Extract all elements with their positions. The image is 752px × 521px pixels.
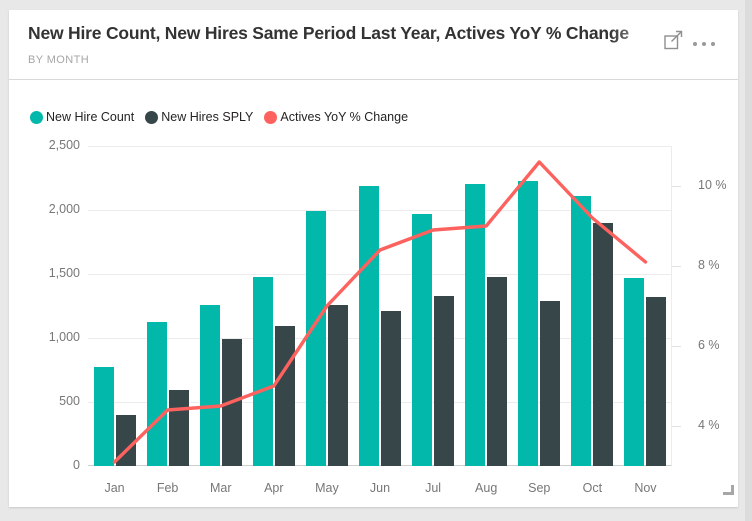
legend-label: New Hire Count <box>46 110 135 124</box>
gridline <box>88 401 672 403</box>
line-actives-yoy-change[interactable] <box>112 160 648 464</box>
legend-label: New Hires SPLY <box>161 110 254 124</box>
x-axis-label-jan: Jan <box>104 481 125 495</box>
y-axis-tick-label: 500 <box>59 394 80 408</box>
y-axis-right-tick-label: 8 % <box>698 258 720 272</box>
y-axis-right-tick <box>672 346 681 347</box>
x-axis-label-apr: Apr <box>264 481 284 495</box>
title-fade <box>609 18 738 50</box>
x-axis-label-may: May <box>315 481 339 495</box>
bar-new-hires-sply-jul[interactable] <box>434 296 455 466</box>
dot <box>711 42 715 46</box>
y-axis-right-tick-label: 4 % <box>698 418 720 432</box>
bar-new-hires-sply-may[interactable] <box>327 305 348 466</box>
gridline <box>88 273 672 275</box>
y-axis-tick-label: 0 <box>73 458 80 472</box>
legend-item-new-hires-sply[interactable]: New Hires SPLY <box>145 110 253 124</box>
legend-marker-icon <box>145 110 159 124</box>
bar-new-hires-sply-sep[interactable] <box>540 300 561 466</box>
plot-area <box>88 145 672 466</box>
bar-new-hire-count-sep[interactable] <box>518 181 539 466</box>
header-divider <box>9 79 738 80</box>
gridline <box>88 145 672 147</box>
x-axis-label-jun: Jun <box>369 481 391 495</box>
bar-new-hires-sply-jun[interactable] <box>381 311 401 466</box>
x-axis-label-nov: Nov <box>634 481 657 495</box>
bar-new-hires-sply-nov[interactable] <box>646 297 667 466</box>
bar-new-hire-count-feb[interactable] <box>146 322 167 466</box>
legend-label: Actives YoY % Change <box>280 110 409 124</box>
y-axis-tick-label: 2,000 <box>48 202 80 216</box>
bar-new-hires-sply-jan[interactable] <box>115 414 136 466</box>
x-axis-label-feb: Feb <box>156 481 179 495</box>
visual-card[interactable]: New Hire Count, New Hires Same Period La… <box>9 10 738 507</box>
bar-new-hire-count-jan[interactable] <box>93 366 114 466</box>
y-axis-tick-label: 1,000 <box>48 330 80 344</box>
visual-subtitle: BY MONTH <box>28 54 90 66</box>
dot <box>702 42 706 46</box>
page-edge-strip <box>745 0 752 521</box>
more-options-icon[interactable] <box>693 36 725 52</box>
bar-new-hire-count-jul[interactable] <box>412 213 433 466</box>
x-axis-label-oct: Oct <box>582 481 603 495</box>
gridline <box>88 209 672 211</box>
legend-marker-icon <box>264 110 278 124</box>
legend-marker-icon <box>30 110 43 124</box>
y-axis-tick-label: 1,500 <box>48 266 80 280</box>
x-axis-label-sep: Sep <box>528 481 551 495</box>
x-axis-label-jul: Jul <box>425 481 442 495</box>
y-axis-right-tick <box>672 266 681 267</box>
bar-new-hire-count-aug[interactable] <box>465 184 486 466</box>
bar-new-hire-count-oct[interactable] <box>571 195 592 466</box>
bar-new-hire-count-mar[interactable] <box>199 304 220 466</box>
focus-mode-icon[interactable] <box>662 28 686 52</box>
dot <box>693 42 697 46</box>
y-axis-right-tick <box>672 186 681 187</box>
legend-item-new-hire-count[interactable]: New Hire Count <box>30 110 134 124</box>
bar-new-hire-count-may[interactable] <box>305 210 326 466</box>
x-axis-label-aug: Aug <box>475 481 498 495</box>
y-axis-tick-label: 2,500 <box>48 138 80 152</box>
bar-new-hires-sply-aug[interactable] <box>487 277 508 466</box>
visual-title: New Hire Count, New Hires Same Period La… <box>28 23 629 43</box>
gridline <box>88 337 672 339</box>
y-axis-right-tick-label: 6 % <box>698 338 720 352</box>
legend: New Hire Count New Hires SPLY Actives YoY … <box>30 108 419 126</box>
bar-new-hire-count-nov[interactable] <box>624 277 645 466</box>
x-axis-label-mar: Mar <box>209 481 232 495</box>
y-axis-right-tick <box>672 426 681 427</box>
legend-item-actives-yoy-change[interactable]: Actives YoY % Change <box>264 110 408 124</box>
bar-new-hire-count-apr[interactable] <box>252 276 273 466</box>
y-axis-right-tick-label: 10 % <box>698 178 727 192</box>
resize-handle-icon[interactable] <box>723 485 734 495</box>
bar-new-hires-sply-oct[interactable] <box>593 223 614 466</box>
